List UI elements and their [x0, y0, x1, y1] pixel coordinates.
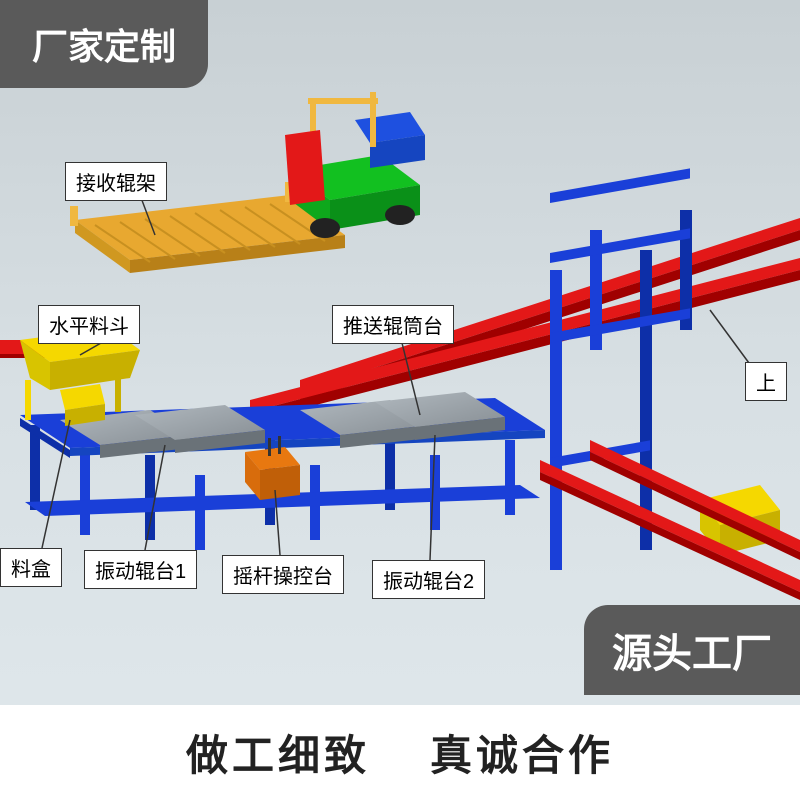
badge-bottom-right: 源头工厂 [584, 605, 800, 695]
label-vibration-table-2: 振动辊台2 [372, 560, 485, 599]
label-horizontal-hopper: 水平料斗 [38, 305, 140, 344]
label-receiving-rack: 接收辊架 [65, 162, 167, 201]
label-push-roller-table: 推送辊筒台 [332, 305, 454, 344]
badge-top-left: 厂家定制 [0, 0, 208, 88]
bottom-text-2: 真诚合作 [430, 722, 614, 783]
bottom-banner: 做工细致 真诚合作 [0, 705, 800, 800]
label-joystick-console: 摇杆操控台 [222, 555, 344, 594]
label-vibration-table-1: 振动辊台1 [84, 550, 197, 589]
bottom-text-1: 做工细致 [186, 722, 370, 783]
label-upper: 上 [745, 362, 787, 401]
label-material-box: 料盒 [0, 548, 62, 587]
